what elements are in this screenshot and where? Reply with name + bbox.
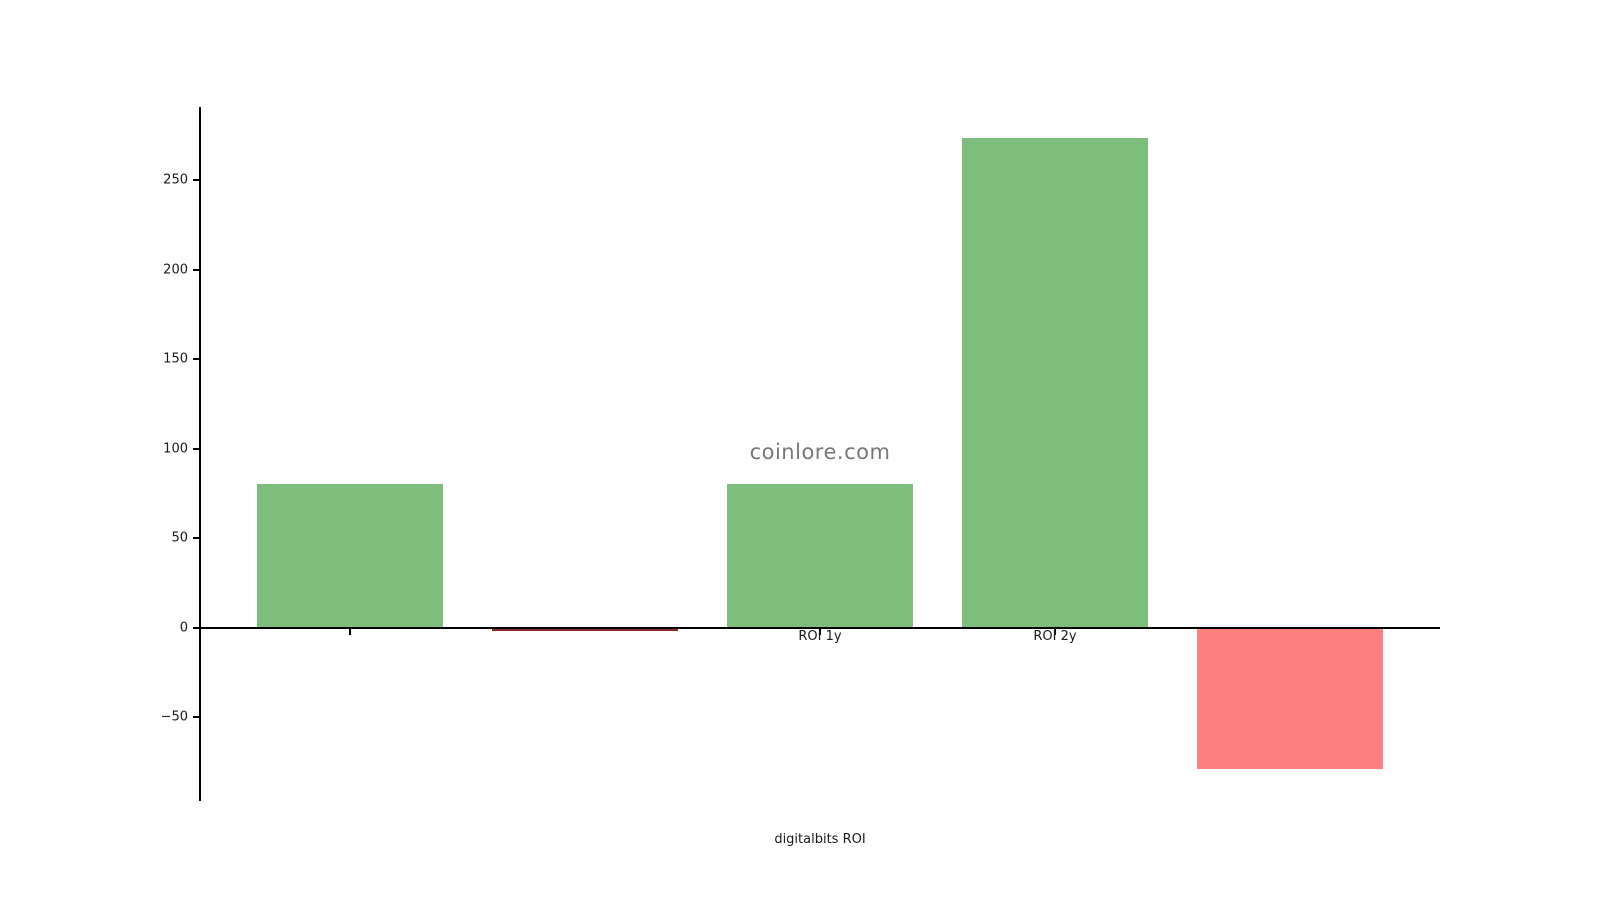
x-tick-mark-4 [1054,628,1056,635]
bar-bar-2 [492,628,678,632]
x-axis-title: digitalbits ROI [774,832,866,847]
x-tick-label-roi-2y: ROI 2y [1033,629,1077,644]
x-tick-label-roi-1y: ROI 1y [798,629,842,644]
y-tick-label--50: −50 [160,709,188,725]
y-tick-mark-0 [193,626,199,629]
y-tick-label-200: 200 [163,262,188,277]
x-tick-mark-3 [819,628,821,635]
x-tick-mark-1 [349,628,351,635]
bar-bar-1 [257,484,443,628]
y-tick-label-50: 50 [171,530,188,546]
y-tick-mark-200 [193,268,199,271]
bar-roi-1y [727,484,913,628]
y-tick-mark--50 [193,716,199,718]
y-tick-mark-50 [193,537,199,539]
y-tick-mark-100 [193,447,199,450]
bar-bar-5 [1197,628,1383,769]
y-tick-label-0: 0 [179,620,188,635]
bar-roi-2y [962,137,1148,628]
watermark-text: coinlore.com [749,440,891,464]
y-tick-mark-250 [193,179,199,181]
y-tick-label-150: 150 [163,351,188,367]
y-tick-mark-150 [193,358,199,360]
y-tick-label-250: 250 [163,172,188,188]
y-tick-label-100: 100 [163,441,188,456]
y-axis-spine [199,107,201,801]
x-axis-zero-line [200,626,1440,629]
